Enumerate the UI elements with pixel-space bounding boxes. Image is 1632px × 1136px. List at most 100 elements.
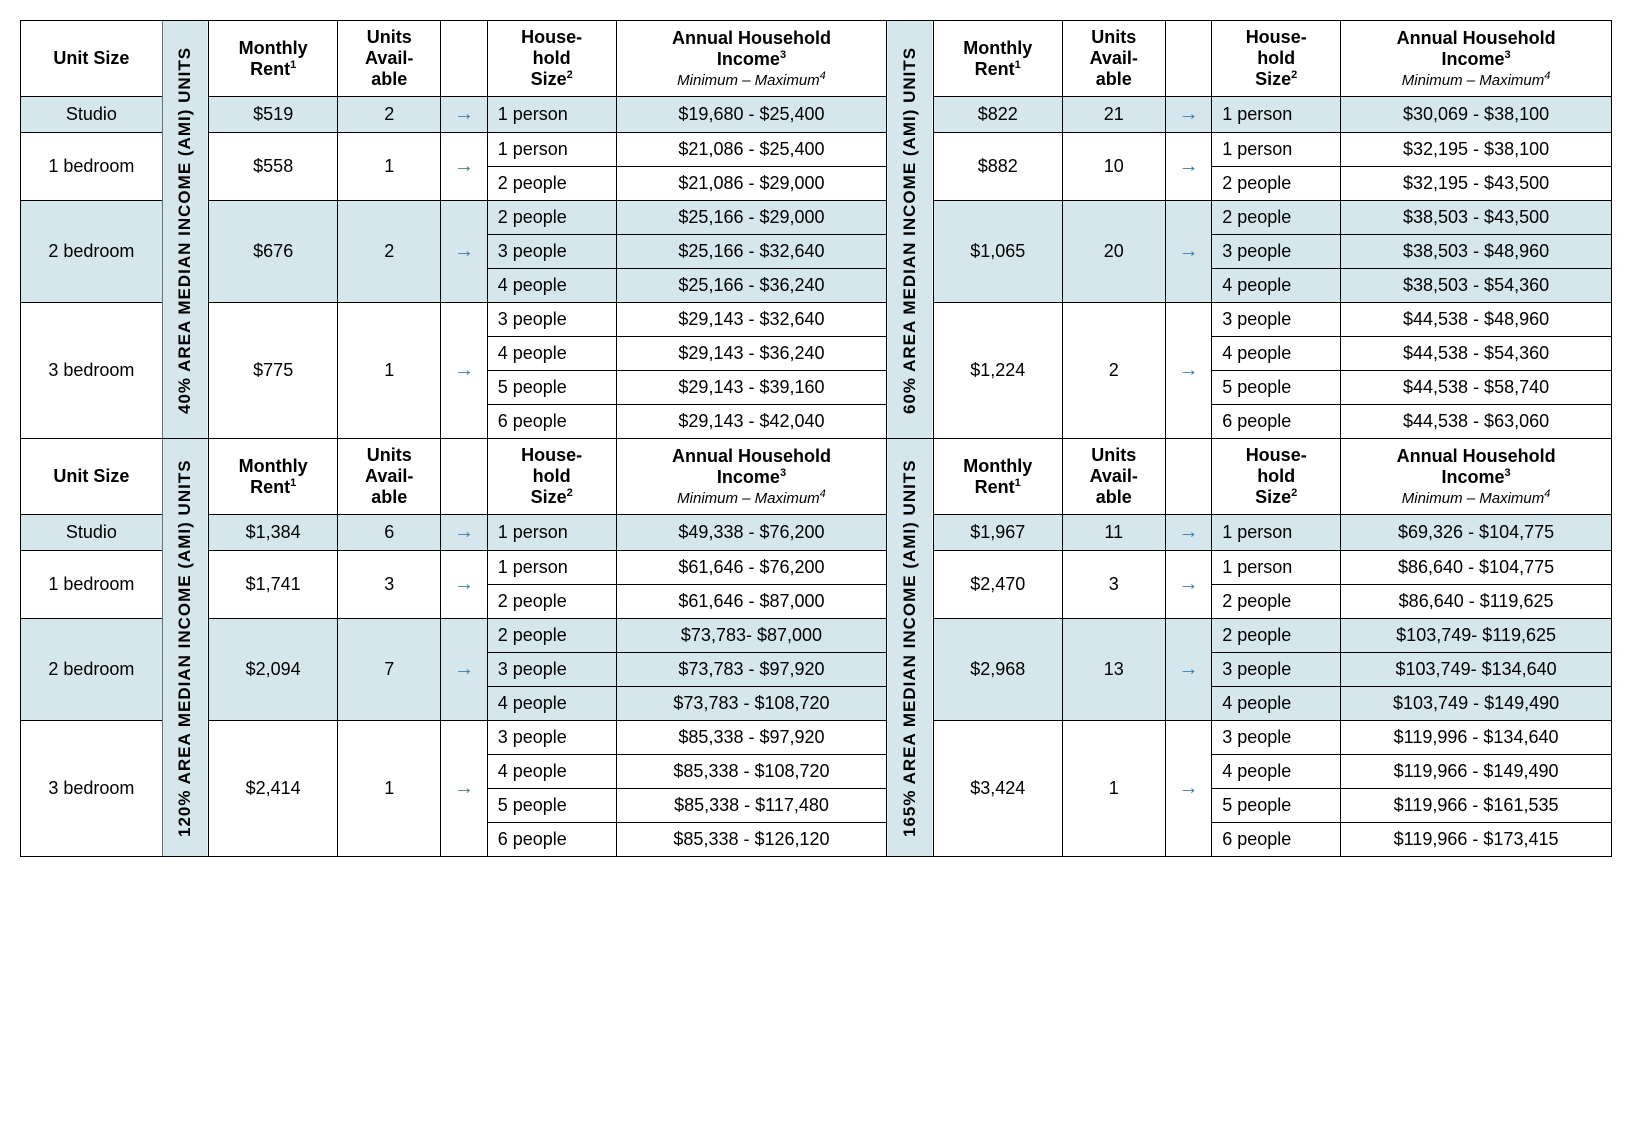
arrow-icon: → — [441, 133, 487, 201]
col-household-size: House-holdSize2 — [487, 439, 616, 515]
income-range-cell: $119,966 - $161,535 — [1341, 789, 1612, 823]
col-blank — [1165, 439, 1211, 515]
income-range-cell: $69,326 - $104,775 — [1341, 515, 1612, 551]
col-household-size: House-holdSize2 — [1212, 21, 1341, 97]
units-available-cell: 20 — [1062, 201, 1165, 303]
household-size-cell: 2 people — [1212, 201, 1341, 235]
ami-label-left: 40% AREA MEDIAN INCOME (AMI) UNITS — [162, 21, 208, 439]
household-size-cell: 2 people — [487, 201, 616, 235]
rent-cell: $519 — [209, 97, 338, 133]
household-size-cell: 6 people — [1212, 405, 1341, 439]
unit-size-cell: 2 bedroom — [21, 201, 163, 303]
income-range-cell: $21,086 - $25,400 — [616, 133, 887, 167]
income-range-cell: $119,966 - $149,490 — [1341, 755, 1612, 789]
income-range-cell: $29,143 - $42,040 — [616, 405, 887, 439]
arrow-icon: → — [441, 515, 487, 551]
household-size-cell: 3 people — [487, 653, 616, 687]
units-available-cell: 3 — [338, 551, 441, 619]
rent-cell: $822 — [933, 97, 1062, 133]
household-size-cell: 3 people — [487, 303, 616, 337]
income-range-cell: $19,680 - $25,400 — [616, 97, 887, 133]
arrow-icon: → — [1165, 619, 1211, 721]
arrow-icon: → — [1165, 133, 1211, 201]
units-available-cell: 1 — [1062, 721, 1165, 857]
arrow-icon: → — [441, 303, 487, 439]
income-range-cell: $86,640 - $104,775 — [1341, 551, 1612, 585]
household-size-cell: 4 people — [487, 755, 616, 789]
rent-cell: $2,470 — [933, 551, 1062, 619]
income-range-cell: $32,195 - $43,500 — [1341, 167, 1612, 201]
income-range-cell: $38,503 - $48,960 — [1341, 235, 1612, 269]
income-range-cell: $85,338 - $117,480 — [616, 789, 887, 823]
income-range-cell: $29,143 - $39,160 — [616, 371, 887, 405]
arrow-icon: → — [1165, 97, 1211, 133]
ami-rent-table: Unit Size40% AREA MEDIAN INCOME (AMI) UN… — [20, 20, 1612, 857]
income-range-cell: $85,338 - $97,920 — [616, 721, 887, 755]
household-size-cell: 1 person — [1212, 515, 1341, 551]
units-available-cell: 2 — [1062, 303, 1165, 439]
rent-cell: $882 — [933, 133, 1062, 201]
income-range-cell: $32,195 - $38,100 — [1341, 133, 1612, 167]
household-size-cell: 1 person — [1212, 551, 1341, 585]
income-range-cell: $25,166 - $32,640 — [616, 235, 887, 269]
rent-cell: $1,065 — [933, 201, 1062, 303]
units-available-cell: 6 — [338, 515, 441, 551]
col-household-size: House-holdSize2 — [487, 21, 616, 97]
units-available-cell: 2 — [338, 97, 441, 133]
unit-size-cell: Studio — [21, 97, 163, 133]
col-blank — [1165, 21, 1211, 97]
household-size-cell: 2 people — [487, 619, 616, 653]
household-size-cell: 2 people — [487, 167, 616, 201]
arrow-icon: → — [1165, 721, 1211, 857]
household-size-cell: 6 people — [1212, 823, 1341, 857]
arrow-icon: → — [441, 551, 487, 619]
household-size-cell: 1 person — [487, 97, 616, 133]
income-range-cell: $44,538 - $48,960 — [1341, 303, 1612, 337]
income-range-cell: $38,503 - $43,500 — [1341, 201, 1612, 235]
household-size-cell: 2 people — [1212, 619, 1341, 653]
col-monthly-rent: MonthlyRent1 — [209, 439, 338, 515]
rent-cell: $1,224 — [933, 303, 1062, 439]
household-size-cell: 5 people — [487, 789, 616, 823]
units-available-cell: 13 — [1062, 619, 1165, 721]
arrow-icon: → — [1165, 201, 1211, 303]
arrow-icon: → — [1165, 551, 1211, 619]
household-size-cell: 3 people — [1212, 235, 1341, 269]
col-units-available: UnitsAvail-able — [1062, 439, 1165, 515]
income-range-cell: $119,996 - $134,640 — [1341, 721, 1612, 755]
household-size-cell: 4 people — [487, 687, 616, 721]
unit-size-cell: 3 bedroom — [21, 721, 163, 857]
units-available-cell: 1 — [338, 133, 441, 201]
income-range-cell: $49,338 - $76,200 — [616, 515, 887, 551]
rent-cell: $1,967 — [933, 515, 1062, 551]
household-size-cell: 3 people — [487, 721, 616, 755]
income-range-cell: $103,749- $134,640 — [1341, 653, 1612, 687]
ami-label-right: 165% AREA MEDIAN INCOME (AMI) UNITS — [887, 439, 933, 857]
units-available-cell: 7 — [338, 619, 441, 721]
rent-cell: $676 — [209, 201, 338, 303]
household-size-cell: 4 people — [487, 337, 616, 371]
rent-cell: $558 — [209, 133, 338, 201]
rent-cell: $3,424 — [933, 721, 1062, 857]
income-range-cell: $61,646 - $76,200 — [616, 551, 887, 585]
household-size-cell: 3 people — [487, 235, 616, 269]
col-unit-size: Unit Size — [21, 439, 163, 515]
income-range-cell: $119,966 - $173,415 — [1341, 823, 1612, 857]
income-range-cell: $103,749 - $149,490 — [1341, 687, 1612, 721]
units-available-cell: 21 — [1062, 97, 1165, 133]
col-annual-income: Annual HouseholdIncome3Minimum – Maximum… — [1341, 21, 1612, 97]
household-size-cell: 6 people — [487, 405, 616, 439]
rent-cell: $2,968 — [933, 619, 1062, 721]
rent-cell: $2,414 — [209, 721, 338, 857]
rent-cell: $1,741 — [209, 551, 338, 619]
household-size-cell: 3 people — [1212, 303, 1341, 337]
income-range-cell: $44,538 - $58,740 — [1341, 371, 1612, 405]
col-annual-income: Annual HouseholdIncome3Minimum – Maximum… — [616, 21, 887, 97]
col-blank — [441, 439, 487, 515]
income-range-cell: $103,749- $119,625 — [1341, 619, 1612, 653]
household-size-cell: 1 person — [487, 133, 616, 167]
col-monthly-rent: MonthlyRent1 — [209, 21, 338, 97]
household-size-cell: 4 people — [487, 269, 616, 303]
col-monthly-rent: MonthlyRent1 — [933, 21, 1062, 97]
household-size-cell: 1 person — [1212, 133, 1341, 167]
